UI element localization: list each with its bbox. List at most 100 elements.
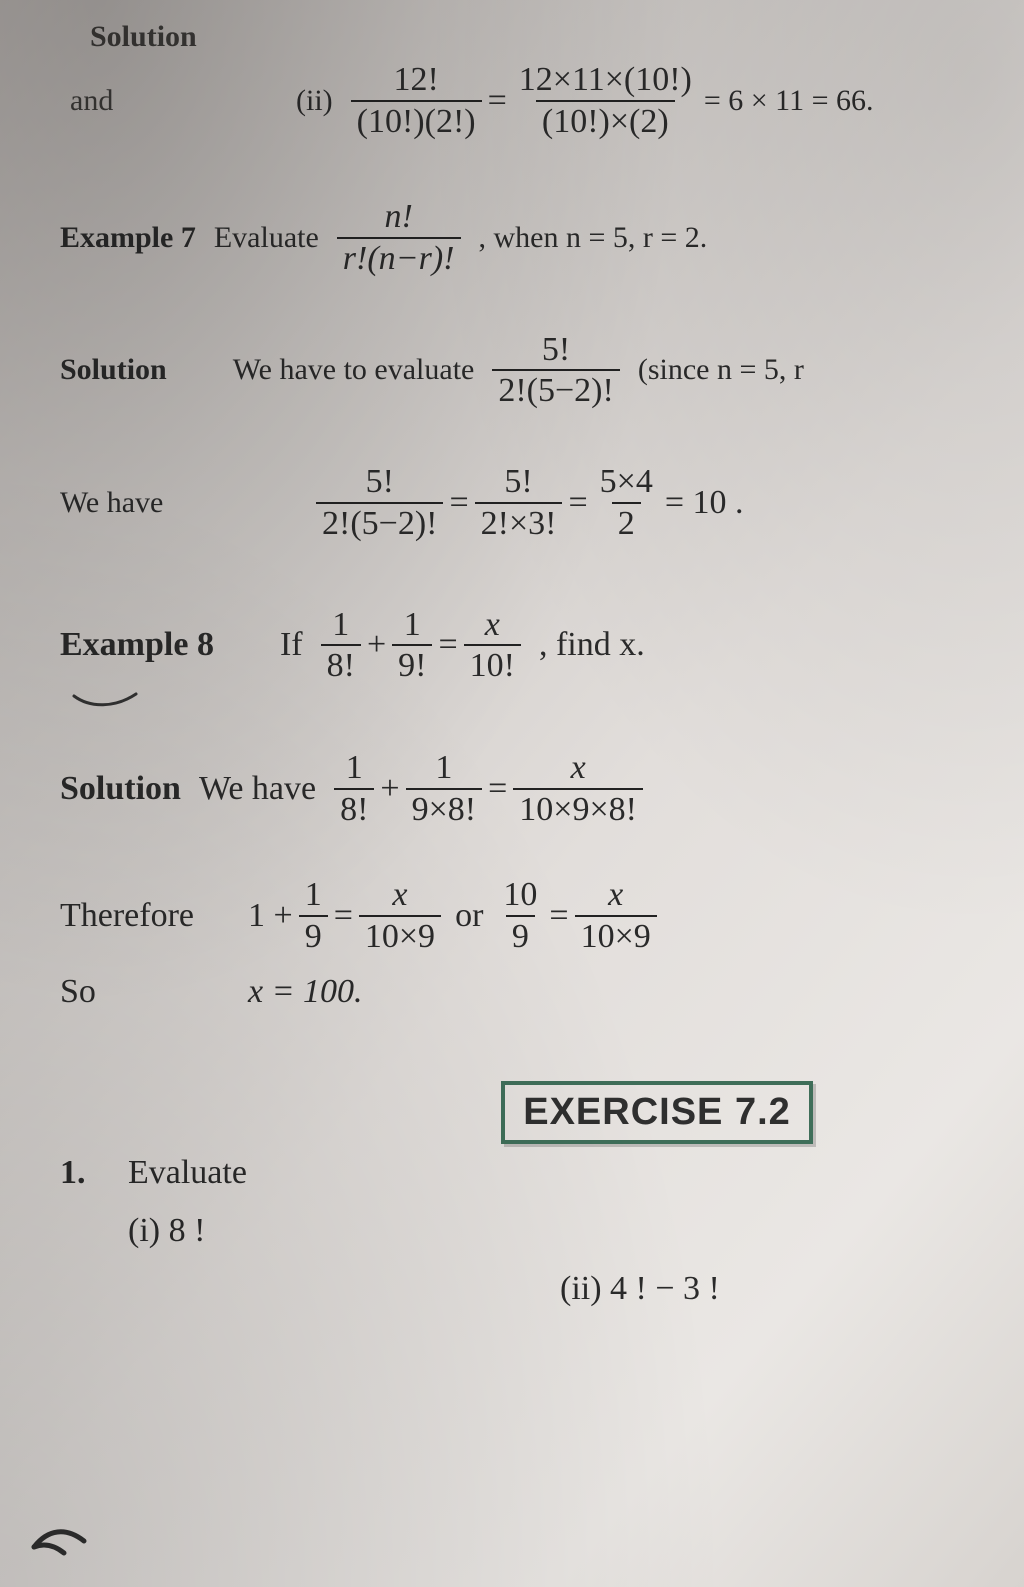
numerator: x	[565, 750, 592, 788]
math-expr: n! r!(n−r)!	[337, 199, 461, 276]
numerator: x	[386, 877, 413, 915]
numerator: 12!	[387, 62, 444, 100]
fraction: 1 8!	[321, 607, 361, 684]
lead-text: We have	[60, 486, 210, 520]
numerator: 10	[497, 877, 543, 915]
denominator: 10×9	[575, 915, 657, 955]
tail-text: , when n = 5, r = 2.	[479, 221, 708, 255]
fraction: x 10×9	[359, 877, 441, 954]
numerator: 5!	[498, 464, 538, 502]
equals-sign: =	[488, 82, 507, 120]
fraction: 5! 2!(5−2)!	[316, 464, 443, 541]
denominator: 10×9	[359, 915, 441, 955]
fraction: 5×4 2	[594, 464, 659, 541]
page-curl-icon	[30, 1519, 90, 1559]
result-text: x = 100.	[248, 973, 363, 1011]
numerator: 12×11×(10!)	[513, 62, 698, 100]
equals-sign: =	[449, 484, 468, 522]
numerator: x	[602, 877, 629, 915]
lead-text: We have	[199, 770, 316, 808]
q1-part-i: (i) 8 !	[128, 1212, 247, 1250]
fraction: n! r!(n−r)!	[337, 199, 461, 276]
solution-label: Solution	[90, 20, 197, 54]
solution8c-row: So x = 100.	[60, 973, 994, 1011]
denominator: r!(n−r)!	[337, 237, 461, 277]
equals-sign: =	[488, 770, 507, 808]
numerator: 5!	[360, 464, 400, 502]
q-text: Evaluate	[128, 1154, 247, 1192]
fraction: 12×11×(10!) (10!)×(2)	[513, 62, 698, 139]
fraction: x 10×9	[575, 877, 657, 954]
denominator: 9!	[392, 644, 432, 684]
denominator: 10×9×8!	[513, 788, 643, 828]
denominator: (10!)×(2)	[536, 100, 675, 140]
equals-sign: =	[549, 897, 568, 935]
denominator: 9	[299, 915, 328, 955]
lead-text: We have to evaluate	[233, 353, 475, 387]
numerator: 1	[326, 607, 355, 645]
tail-text: = 10 .	[665, 484, 744, 522]
numerator: 1	[299, 877, 328, 915]
denominator: 8!	[334, 788, 374, 828]
fraction: 12! (10!)(2!)	[351, 62, 482, 139]
tail-text: , find x.	[539, 626, 645, 664]
solution8a-row: Solution We have 1 8! + 1 9×8! = x 10×9×…	[60, 750, 994, 827]
lead-text: If	[280, 626, 303, 664]
denominator: (10!)(2!)	[351, 100, 482, 140]
fraction: x 10!	[464, 607, 521, 684]
math-expr: 1 8! + 1 9! = x 10!	[321, 607, 521, 684]
denominator: 9	[506, 915, 535, 955]
solution-label: Solution	[60, 770, 181, 808]
plus-sign: +	[367, 626, 386, 664]
example-label: Example 8	[60, 626, 214, 664]
lhs-text: 1 +	[248, 897, 293, 935]
equals-sign: =	[334, 897, 353, 935]
fraction: 1 9!	[392, 607, 432, 684]
math-expr: 5! 2!(5−2)!	[492, 332, 619, 409]
example8-row: Example 8 If 1 8! + 1 9! = x 10! , find …	[60, 607, 994, 684]
fraction: 1 9	[299, 877, 328, 954]
tail-text: (since n = 5, r	[638, 353, 804, 387]
underline-swoosh-icon	[70, 690, 140, 710]
lead-text: Evaluate	[214, 221, 319, 255]
tail-text: = 6 × 11 = 66.	[704, 84, 874, 118]
and-label: and	[70, 84, 140, 118]
fraction: 5! 2!×3!	[475, 464, 563, 541]
plus-sign: +	[380, 770, 399, 808]
solution7-row: Solution We have to evaluate 5! 2!(5−2)!…	[60, 332, 994, 409]
numerator: 1	[398, 607, 427, 645]
fraction: x 10×9×8!	[513, 750, 643, 827]
numerator: n!	[378, 199, 418, 237]
so-label: So	[60, 973, 230, 1011]
work7-row: We have 5! 2!(5−2)! = 5! 2!×3! = 5×4 2 =…	[60, 464, 994, 541]
exercise-box-wrap: EXERCISE 7.2	[60, 1081, 994, 1144]
numerator: 1	[340, 750, 369, 788]
denominator: 10!	[464, 644, 521, 684]
exercise-q1: 1. Evaluate (i) 8 !	[60, 1154, 994, 1250]
solution-top-row: Solution	[90, 20, 994, 54]
or-text: or	[447, 897, 491, 935]
denominator: 2!(5−2)!	[316, 502, 443, 542]
example-label: Example 7	[60, 221, 196, 255]
therefore-label: Therefore	[60, 897, 230, 935]
example7-row: Example 7 Evaluate n! r!(n−r)! , when n …	[60, 199, 994, 276]
item-marker: (ii)	[296, 84, 333, 118]
math-expr: 12! (10!)(2!) = 12×11×(10!) (10!)×(2) = …	[351, 62, 874, 139]
denominator: 2!(5−2)!	[492, 369, 619, 409]
equals-sign: =	[568, 484, 587, 522]
math-expr: 5! 2!(5−2)! = 5! 2!×3! = 5×4 2 = 10 .	[316, 464, 744, 541]
solution8b-row: Therefore 1 + 1 9 = x 10×9 or 10 9 = x 1…	[60, 877, 994, 954]
fraction: 5! 2!(5−2)!	[492, 332, 619, 409]
q-number: 1.	[60, 1154, 110, 1192]
denominator: 8!	[321, 644, 361, 684]
denominator: 2!×3!	[475, 502, 563, 542]
numerator: 1	[429, 750, 458, 788]
fraction: 1 9×8!	[406, 750, 483, 827]
math-expr: 1 + 1 9 = x 10×9 or 10 9 = x 10×9	[248, 877, 657, 954]
numerator: x	[479, 607, 506, 645]
q1-part-ii: (ii) 4 ! − 3 !	[560, 1270, 994, 1308]
denominator: 9×8!	[406, 788, 483, 828]
solution-label: Solution	[60, 353, 167, 387]
exercise-heading: EXERCISE 7.2	[501, 1081, 813, 1144]
numerator: 5×4	[594, 464, 659, 502]
